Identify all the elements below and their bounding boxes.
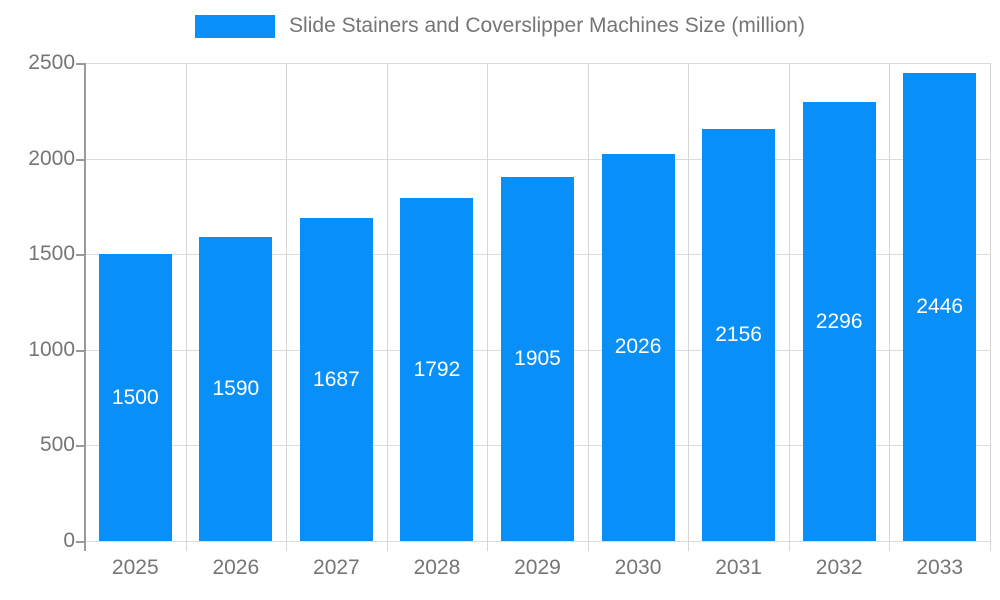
bar-value-label: 2156	[715, 322, 762, 346]
x-tick-label: 2027	[313, 556, 360, 579]
legend: Slide Stainers and Coverslipper Machines…	[0, 14, 1000, 38]
gridline	[487, 63, 489, 551]
y-tick-label: 2000	[28, 146, 75, 170]
gridline	[688, 63, 690, 551]
bar-value-label: 2296	[815, 309, 863, 333]
y-tick-label: 0	[63, 529, 75, 552]
y-tick-label: 1500	[28, 242, 75, 266]
x-tick-label: 2029	[514, 556, 561, 579]
plot-area: 1500 1590 1687 1792 1905 2026 2156 2296 2446	[76, 63, 991, 551]
gridline	[386, 63, 388, 551]
bar: 2156	[702, 128, 776, 541]
bar-value-label: 2026	[614, 335, 662, 359]
y-tick-label: 500	[39, 433, 75, 457]
gridline	[286, 63, 288, 551]
x-tick-label: 2033	[916, 556, 964, 579]
bar: 2026	[601, 153, 675, 541]
gridline	[587, 63, 589, 551]
y-axis-tick	[76, 541, 84, 543]
y-axis-tick	[76, 254, 84, 257]
gridline	[889, 63, 891, 551]
bar: 1590	[199, 237, 273, 541]
gridline	[185, 63, 187, 551]
y-axis-line	[84, 63, 86, 551]
bar-value-label: 1905	[514, 346, 561, 370]
bar-value-label: 1500	[111, 385, 159, 409]
bar: 2296	[802, 102, 876, 541]
bar: 1792	[400, 198, 474, 541]
gridline	[85, 541, 990, 542]
gridline	[788, 63, 790, 551]
bar-value-label: 2446	[916, 295, 964, 319]
x-tick-label: 2026	[212, 556, 260, 579]
bar-value-label: 1687	[313, 367, 360, 391]
x-tick-label: 2032	[815, 556, 863, 579]
gridline	[85, 158, 990, 160]
y-tick-label: 1000	[28, 337, 75, 361]
y-axis-tick	[76, 349, 84, 352]
gridline	[990, 63, 991, 551]
legend-label: Slide Stainers and Coverslipper Machines…	[289, 14, 805, 37]
gridline	[85, 63, 990, 64]
bar: 2446	[903, 73, 977, 541]
bar: 1500	[98, 254, 172, 541]
bar: 1687	[299, 218, 373, 541]
y-axis-tick	[76, 158, 84, 161]
x-tick-label: 2028	[413, 556, 461, 579]
x-tick-label: 2031	[715, 556, 762, 579]
legend-swatch	[195, 14, 276, 38]
x-tick-label: 2025	[111, 556, 159, 579]
bar: 1905	[501, 176, 574, 541]
y-axis-tick	[76, 445, 84, 448]
y-axis-tick	[76, 63, 84, 65]
y-tick-label: 2500	[28, 51, 75, 74]
bar-value-label: 1792	[413, 357, 461, 381]
bar-value-label: 1590	[212, 377, 260, 400]
x-tick-label: 2030	[614, 556, 662, 579]
